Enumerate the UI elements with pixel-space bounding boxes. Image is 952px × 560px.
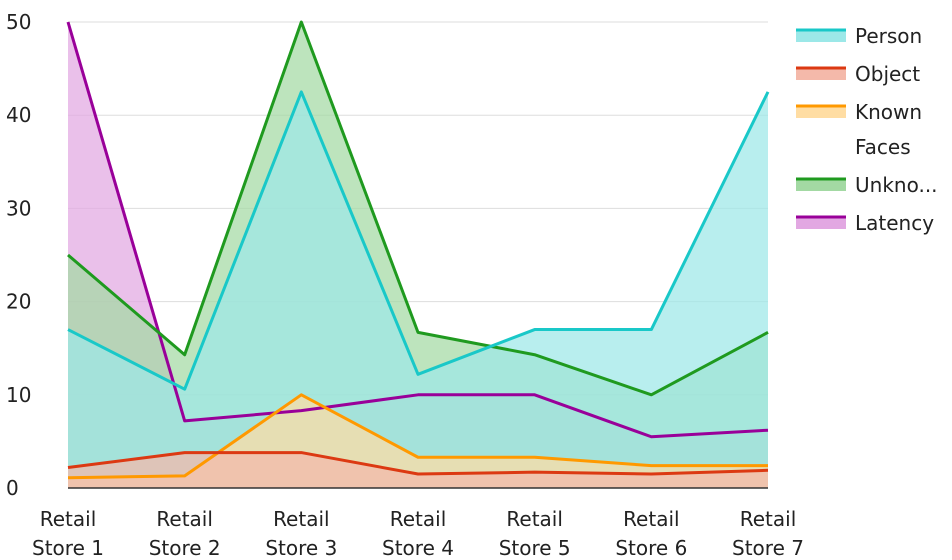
y-tick-label: 40 bbox=[6, 103, 31, 127]
legend-swatch bbox=[796, 106, 846, 118]
legend-item-unkno[interactable]: Unkno... bbox=[796, 173, 938, 197]
series-areas bbox=[68, 22, 768, 489]
legend-swatch bbox=[796, 179, 846, 191]
series-lines bbox=[66, 20, 770, 480]
y-tick-label: 20 bbox=[6, 290, 31, 314]
legend-item-known-faces[interactable]: Known Faces bbox=[796, 100, 922, 159]
x-tick-label: Retail Store 1 bbox=[32, 507, 104, 560]
y-axis-ticks: 0 10 20 30 40 50 bbox=[6, 10, 31, 500]
legend-label: Object bbox=[855, 62, 920, 86]
legend-label: Known Faces bbox=[855, 100, 922, 159]
y-tick-label: 50 bbox=[6, 10, 31, 34]
area-person bbox=[68, 91, 768, 489]
legend-swatch bbox=[796, 217, 846, 229]
area-object bbox=[68, 452, 768, 488]
line-unkno bbox=[67, 20, 769, 397]
x-tick-label: Retail Store 3 bbox=[265, 507, 337, 560]
legend-label: Person bbox=[855, 24, 922, 48]
legend-swatch bbox=[796, 30, 846, 42]
legend-item-object[interactable]: Object bbox=[796, 62, 920, 86]
legend-swatch bbox=[796, 68, 846, 80]
legend-item-person[interactable]: Person bbox=[796, 24, 922, 48]
x-axis-ticks: Retail Store 1 Retail Store 2 Retail Store 3 R… bbox=[32, 507, 804, 560]
x-tick-label: Retail Store 5 bbox=[499, 507, 571, 560]
y-tick-label: 0 bbox=[6, 476, 19, 500]
x-tick-label: Retail Store 2 bbox=[149, 507, 221, 560]
legend: Person Object Known Faces Unkno... Latency bbox=[796, 24, 938, 235]
x-tick-label: Retail Store 4 bbox=[382, 507, 454, 560]
x-tick-label: Retail Store 6 bbox=[615, 507, 687, 560]
line-object bbox=[67, 451, 769, 476]
legend-item-latency[interactable]: Latency bbox=[796, 211, 934, 235]
line-latency bbox=[66, 21, 769, 439]
line-known-faces bbox=[67, 393, 768, 480]
y-tick-label: 10 bbox=[6, 383, 31, 407]
legend-label: Unkno... bbox=[855, 173, 938, 197]
legend-label: Latency bbox=[855, 211, 934, 235]
x-tick-label: Retail Store 7 bbox=[732, 507, 804, 560]
y-tick-label: 30 bbox=[6, 196, 31, 220]
line-person bbox=[67, 90, 770, 391]
